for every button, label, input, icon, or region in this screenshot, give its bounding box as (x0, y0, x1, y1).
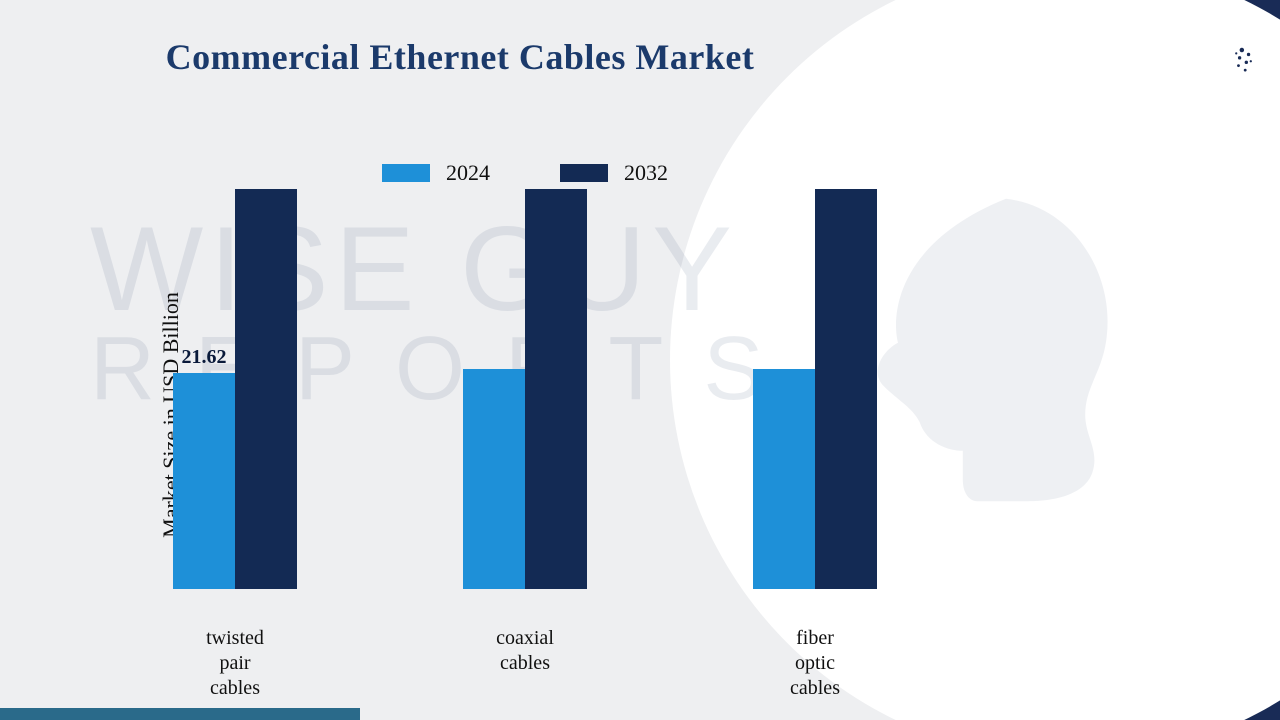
legend: 2024 2032 (382, 160, 668, 186)
content-layer: WISE GUY REPORTS Commercial Ethernet Cab… (0, 0, 1280, 720)
x-axis-label: twistedpaircables (165, 626, 305, 701)
legend-label-2024: 2024 (446, 160, 490, 186)
bar-value-label: 21.62 (182, 346, 227, 369)
bar-group (753, 189, 877, 589)
bar-chart: Market Size in USD Billion 2024 2032 21.… (90, 160, 960, 670)
legend-label-2032: 2032 (624, 160, 668, 186)
bar-2024 (463, 369, 525, 589)
brand-line2: REPORTS (1048, 60, 1214, 76)
bar-2032 (235, 189, 297, 589)
legend-item-2032: 2032 (560, 160, 668, 186)
bar-2024 (753, 369, 815, 589)
bar-group (463, 189, 587, 589)
bar-2032 (815, 189, 877, 589)
brand-logo: WISE GUY REPORTS (1048, 28, 1258, 76)
bar-2032 (525, 189, 587, 589)
x-axis-label: coaxialcables (455, 626, 595, 676)
brand-line1: WISE GUY (1048, 28, 1214, 62)
bottom-strip (0, 708, 360, 720)
bar-2024 (173, 373, 235, 589)
x-axis-label: fiberopticcables (745, 626, 885, 701)
chart-title: Commercial Ethernet Cables Market (60, 36, 860, 78)
legend-swatch-2024 (382, 164, 430, 182)
legend-item-2024: 2024 (382, 160, 490, 186)
bar-group (173, 189, 297, 589)
brand-head-icon (1206, 32, 1262, 96)
plot-area: 21.62twistedpaircablescoaxialcablesfiber… (130, 190, 960, 590)
legend-swatch-2032 (560, 164, 608, 182)
stage: WISE GUY REPORTS Commercial Ethernet Cab… (0, 0, 1280, 720)
